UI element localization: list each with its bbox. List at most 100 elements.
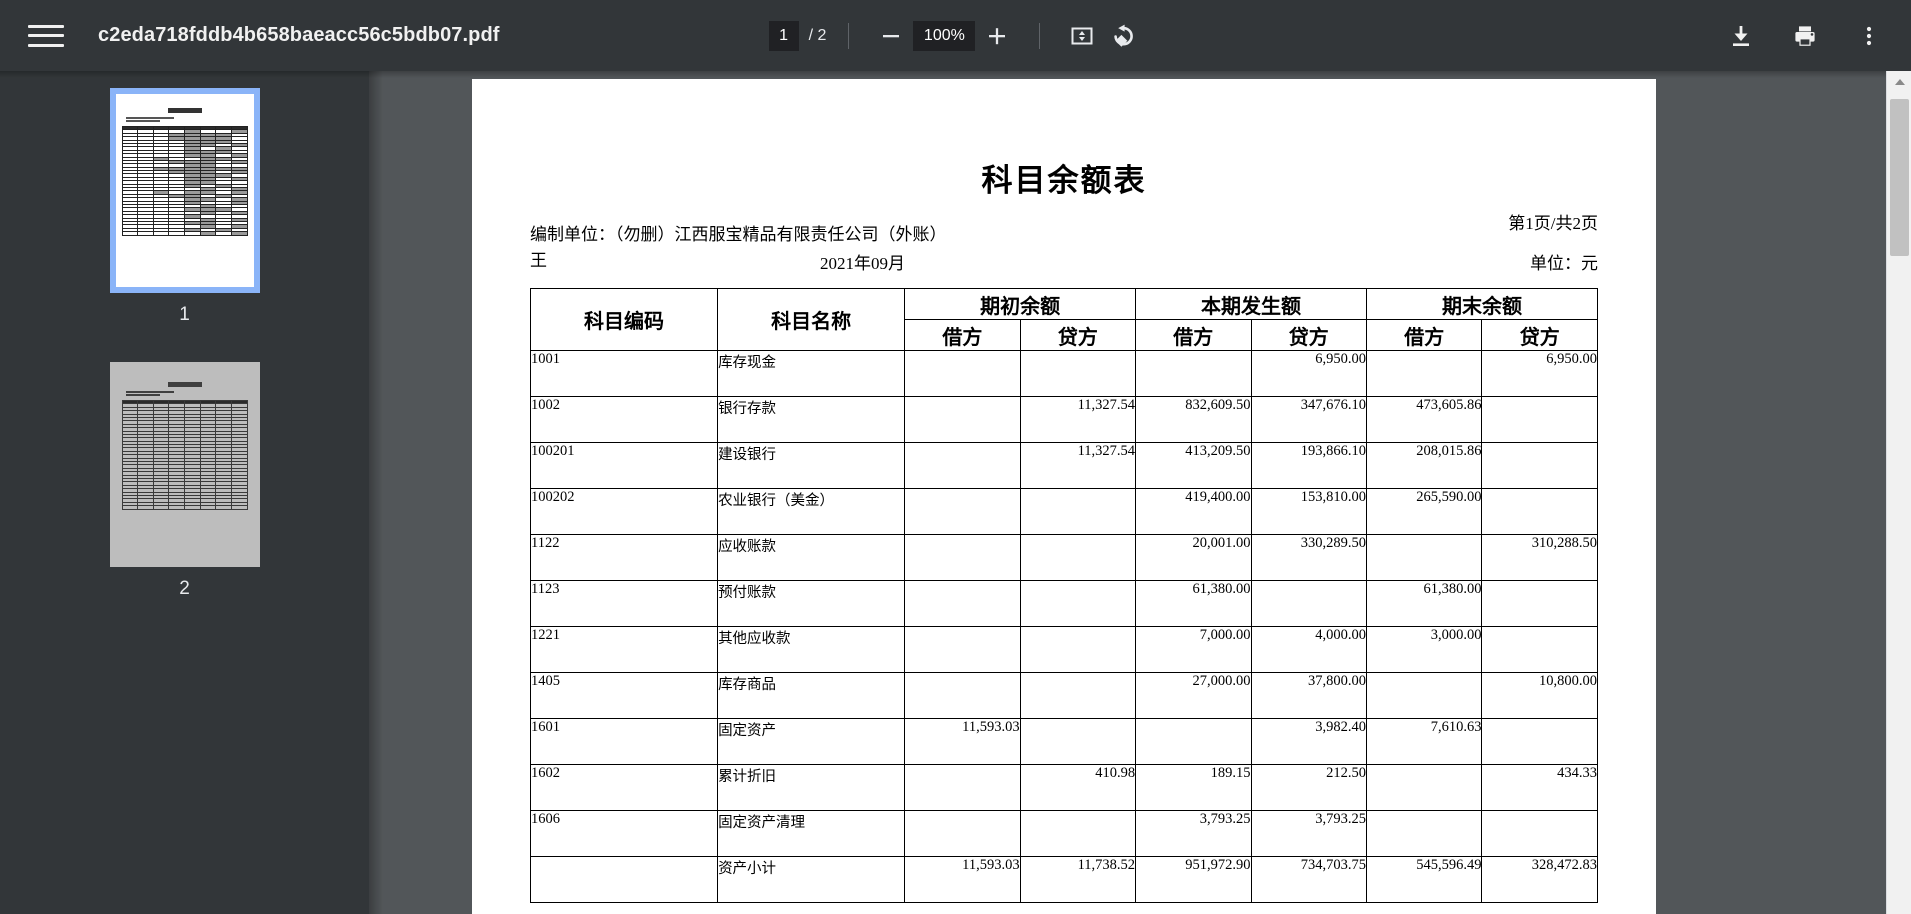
cell-opening-debit xyxy=(904,580,1021,627)
cell-current-credit: 734,703.75 xyxy=(1250,856,1368,903)
cell-opening-debit xyxy=(904,350,1021,397)
cell-closing-debit xyxy=(1365,810,1483,857)
cell-opening-debit xyxy=(904,488,1021,535)
header-group-closing: 期末余额 xyxy=(1366,288,1598,320)
cell-name: 预付账款 xyxy=(717,580,906,627)
cell-opening-credit xyxy=(1019,810,1137,857)
cell-current-credit: 330,289.50 xyxy=(1250,534,1368,581)
hamburger-line xyxy=(28,34,64,37)
document-file-name: c2eda718fddb4b658baeacc56c5bdb07.pdf xyxy=(98,24,500,46)
cell-closing-debit: 545,596.49 xyxy=(1365,856,1483,903)
zoom-in-button[interactable] xyxy=(977,16,1017,56)
cell-opening-credit xyxy=(1019,718,1137,765)
hamburger-icon[interactable] xyxy=(28,21,64,51)
table-row: 1002 银行存款 11,327.54 832,609.50 347,676.10 473… xyxy=(529,396,1598,443)
report-title: 科目余额表 xyxy=(981,163,1147,198)
cell-closing-credit xyxy=(1481,488,1598,535)
triangle-up xyxy=(1894,79,1905,85)
header-opening-credit: 贷方 xyxy=(1019,319,1137,351)
cell-current-credit: 153,810.00 xyxy=(1250,488,1368,535)
scrollbar-thumb[interactable] xyxy=(1890,99,1909,256)
cell-code: 1123 xyxy=(529,580,719,627)
cell-closing-debit xyxy=(1365,350,1483,397)
print-button[interactable] xyxy=(1785,16,1825,56)
more-options-button[interactable] xyxy=(1849,16,1889,56)
cell-opening-credit: 11,327.54 xyxy=(1019,396,1137,443)
pdf-page-1: 科目余额表 编制单位：（勿删）江西服宝精品有限责任公司（外账）王 2021年09… xyxy=(472,79,1656,914)
cell-closing-credit: 434.33 xyxy=(1481,764,1598,811)
cell-opening-debit: 11,593.03 xyxy=(904,856,1021,903)
thumbnail-sidebar[interactable]: 1 xyxy=(0,71,369,914)
table-row: 1601 固定资产 11,593.03 3,982.40 7,610.63 xyxy=(529,718,1598,765)
cell-name: 农业银行（美金） xyxy=(717,488,906,535)
cell-closing-credit: 310,288.50 xyxy=(1481,534,1598,581)
cell-current-debit: 419,400.00 xyxy=(1135,488,1252,535)
cell-closing-debit: 61,380.00 xyxy=(1365,580,1483,627)
balance-table-body: 1001 库存现金 6,950.00 6,950.00 1002 银行存款 11,327.5… xyxy=(529,350,1598,903)
table-row: 1405 库存商品 27,000.00 37,800.00 10,800.00 xyxy=(529,672,1598,719)
thumbnail-page-2[interactable]: 2 xyxy=(109,362,260,600)
cell-closing-debit: 208,015.86 xyxy=(1365,442,1483,489)
cell-closing-debit: 3,000.00 xyxy=(1365,626,1483,673)
cell-current-credit: 212.50 xyxy=(1250,764,1368,811)
viewer-scrollbar[interactable] xyxy=(1886,71,1911,914)
cell-name: 固定资产 xyxy=(717,718,906,765)
thumbnail-page-1[interactable]: 1 xyxy=(109,88,260,326)
cell-current-credit: 3,793.25 xyxy=(1250,810,1368,857)
thumbnail-mini-page xyxy=(116,94,254,287)
report-period: 2021年09月 xyxy=(820,254,905,273)
plus-icon xyxy=(989,27,1006,44)
pdf-toolbar: c2eda718fddb4b658baeacc56c5bdb07.pdf / 2… xyxy=(0,0,1911,71)
cell-closing-credit xyxy=(1481,580,1598,627)
cell-current-debit: 832,609.50 xyxy=(1135,396,1252,443)
zoom-level-input[interactable]: 100% xyxy=(913,20,976,51)
minus-icon xyxy=(883,34,900,37)
thumbnail-image-2 xyxy=(109,362,260,567)
balance-table-head: 科目编码 科目名称 期初余额 本期发生额 期末余额 借方 贷方 借方 贷方 借方 xyxy=(529,288,1598,351)
table-row: 1122 应收账款 20,001.00 330,289.50 310,288.50 xyxy=(529,534,1598,581)
page-number-input[interactable] xyxy=(768,20,799,51)
cell-opening-credit: 11,738.52 xyxy=(1019,856,1137,903)
balance-table: 科目编码 科目名称 期初余额 本期发生额 期末余额 借方 贷方 借方 贷方 借方 xyxy=(529,288,1598,903)
report-page-indicator: 第1页/共2页 xyxy=(1508,214,1598,233)
table-row: 100202 农业银行（美金） 419,400.00 153,810.00 265,59… xyxy=(529,488,1598,535)
cell-opening-debit xyxy=(904,626,1021,673)
cell-opening-credit xyxy=(1019,534,1137,581)
cell-code xyxy=(529,856,719,903)
download-icon xyxy=(1733,25,1749,46)
mini-table xyxy=(121,399,248,510)
toolbar-divider xyxy=(848,22,850,49)
rotate-counterclockwise-button[interactable] xyxy=(1102,16,1142,56)
cell-name: 应收账款 xyxy=(717,534,906,581)
thumbnail-list: 1 xyxy=(0,71,369,600)
cell-opening-debit xyxy=(904,810,1021,857)
cell-current-credit: 193,866.10 xyxy=(1250,442,1368,489)
cell-code: 1602 xyxy=(529,764,719,811)
table-row: 1602 累计折旧 410.98 189.15 212.50 434.33 xyxy=(529,764,1598,811)
header-closing-credit: 贷方 xyxy=(1481,319,1598,351)
cell-current-debit: 27,000.00 xyxy=(1135,672,1252,719)
cell-closing-credit xyxy=(1481,442,1598,489)
scroll-up-arrow-icon[interactable] xyxy=(1887,71,1911,93)
cell-current-credit xyxy=(1250,580,1368,627)
download-button[interactable] xyxy=(1721,16,1761,56)
pdf-page-viewer[interactable]: 科目余额表 编制单位：（勿删）江西服宝精品有限责任公司（外账）王 2021年09… xyxy=(369,71,1911,914)
cell-closing-credit xyxy=(1481,396,1598,443)
mini-title-bar xyxy=(167,382,202,387)
cell-opening-debit xyxy=(904,672,1021,719)
more-vertical-icon xyxy=(1866,26,1872,45)
cell-name: 固定资产清理 xyxy=(717,810,906,857)
table-row: 1123 预付账款 61,380.00 61,380.00 xyxy=(529,580,1598,627)
mini-meta-line xyxy=(125,117,174,119)
fit-to-page-button[interactable] xyxy=(1062,16,1102,56)
table-row: 1001 库存现金 6,950.00 6,950.00 xyxy=(529,350,1598,397)
cell-current-credit: 37,800.00 xyxy=(1250,672,1368,719)
cell-opening-credit xyxy=(1019,350,1137,397)
toolbar-center-group: / 2 100% xyxy=(0,16,1911,56)
zoom-out-button[interactable] xyxy=(871,16,911,56)
cell-opening-debit xyxy=(904,764,1021,811)
cell-closing-credit: 6,950.00 xyxy=(1481,350,1598,397)
cell-code: 1601 xyxy=(529,718,719,765)
cell-opening-credit: 410.98 xyxy=(1019,764,1137,811)
